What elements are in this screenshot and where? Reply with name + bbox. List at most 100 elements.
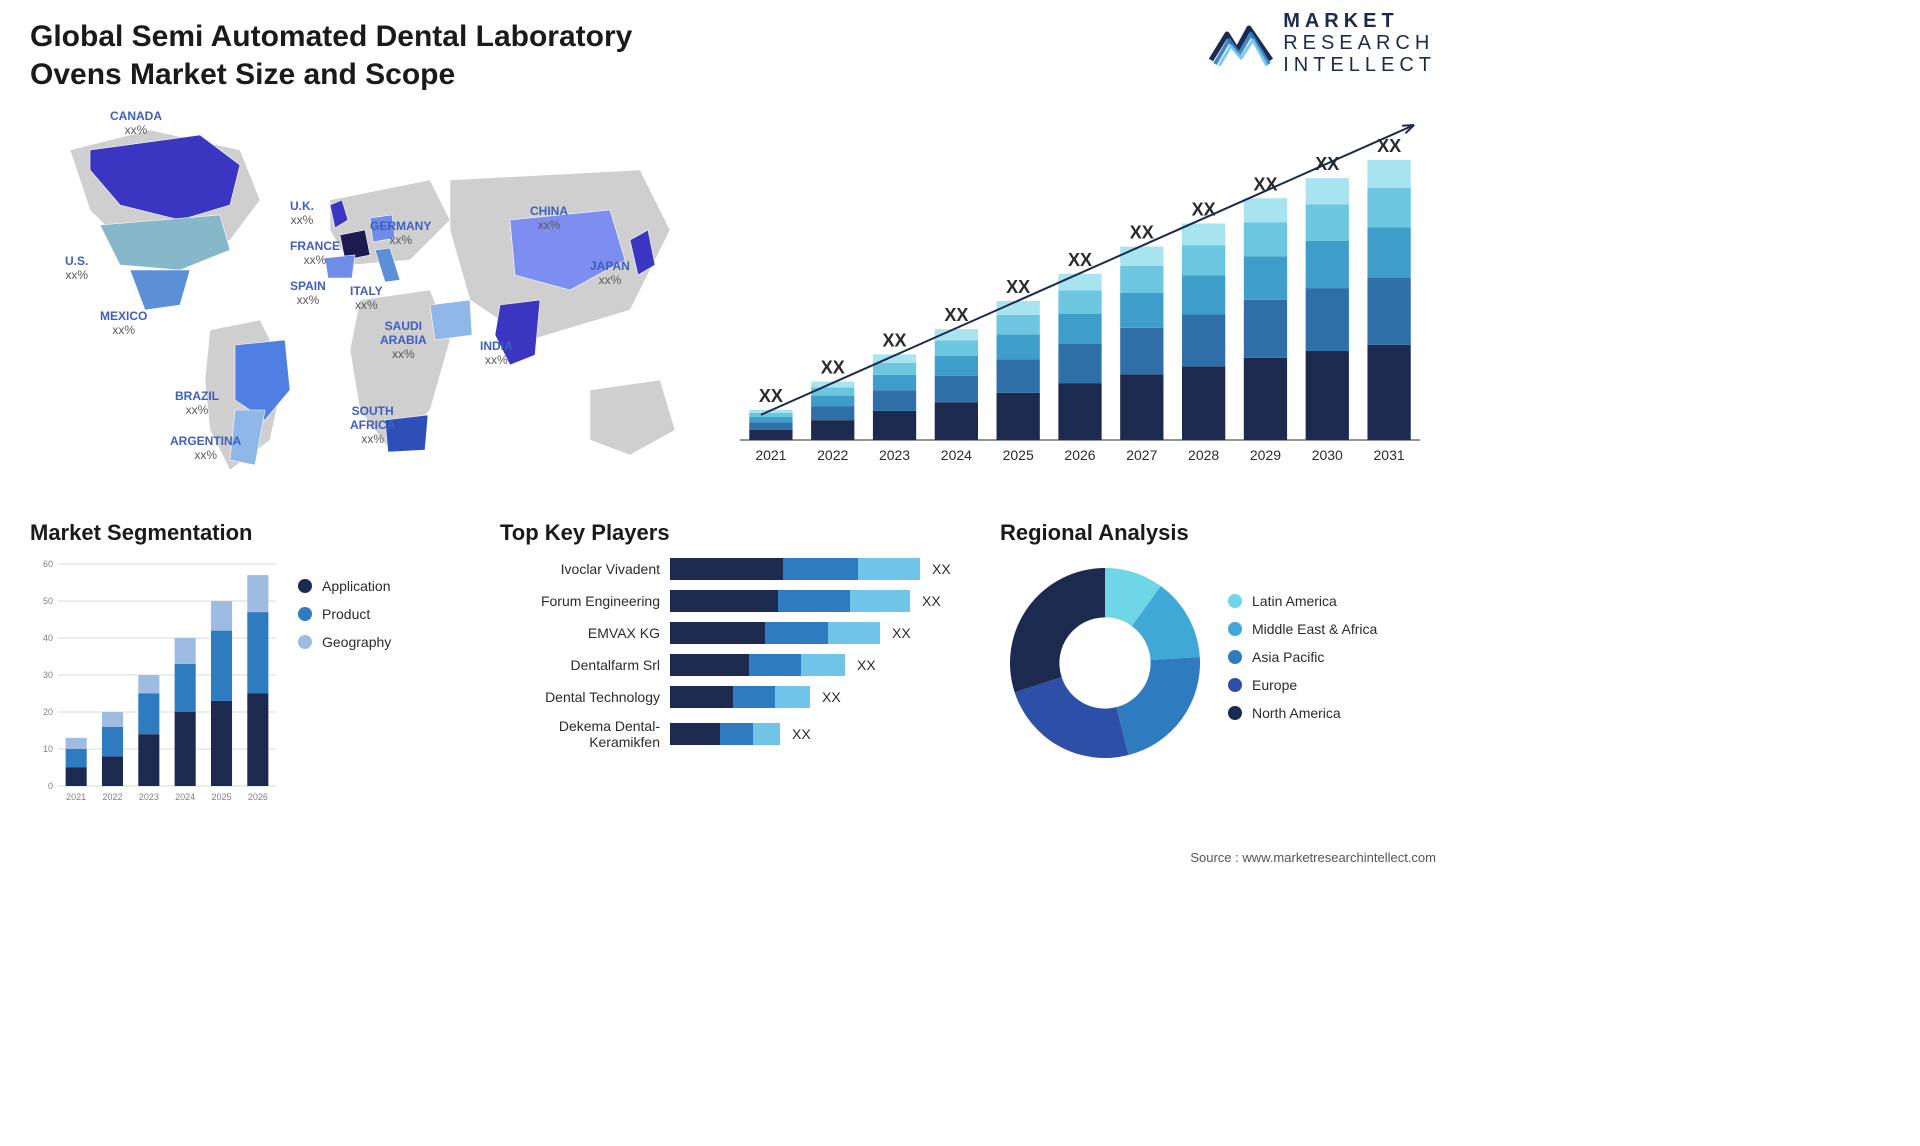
map-label-brazil: BRAZILxx%	[175, 390, 219, 418]
map-label-india: INDIAxx%	[480, 340, 513, 368]
map-label-argentina: ARGENTINAxx%	[170, 435, 241, 463]
map-label-canada: CANADAxx%	[110, 110, 162, 138]
player-value-label: XX	[892, 625, 911, 641]
legend-dot-icon	[1228, 622, 1242, 636]
svg-text:2025: 2025	[1003, 447, 1034, 463]
svg-text:2022: 2022	[817, 447, 848, 463]
player-bar-segment	[670, 558, 783, 580]
main-bar-chart: XX2021XX2022XX2023XX2024XX2025XX2026XX20…	[740, 110, 1420, 470]
map-label-name: GERMANY	[370, 219, 431, 233]
map-label-pct: xx%	[290, 254, 340, 268]
player-value-label: XX	[822, 689, 841, 705]
player-bar	[670, 558, 920, 580]
map-label-pct: xx%	[65, 269, 88, 283]
player-row: Dekema Dental-Keramikfen XX	[500, 718, 970, 750]
svg-text:30: 30	[43, 670, 53, 680]
brand-logo-line3: INTELLECT	[1283, 54, 1436, 76]
player-row: EMVAX KGXX	[500, 622, 970, 644]
map-label-name: CHINA	[530, 204, 568, 218]
legend-dot-icon	[1228, 594, 1242, 608]
page-title: Global Semi Automated Dental Laboratory …	[30, 18, 730, 93]
player-name: Dekema Dental-Keramikfen	[500, 718, 670, 750]
player-bar	[670, 590, 910, 612]
segmentation-title: Market Segmentation	[30, 520, 460, 546]
svg-text:2029: 2029	[1250, 447, 1281, 463]
map-label-name: U.K.	[290, 199, 314, 213]
key-players-list: Ivoclar VivadentXXForum EngineeringXXEMV…	[500, 558, 970, 750]
player-name: Dentalfarm Srl	[500, 657, 670, 673]
brand-logo-line1: MARKET	[1283, 10, 1436, 32]
brand-logo-text: MARKET RESEARCH INTELLECT	[1283, 10, 1436, 76]
map-label-saudi: SAUDI ARABIAxx%	[380, 320, 427, 361]
map-label-pct: xx%	[590, 274, 630, 288]
map-label-south_africa: SOUTH AFRICAxx%	[350, 405, 395, 446]
main-bar-chart-svg: XX2021XX2022XX2023XX2024XX2025XX2026XX20…	[740, 110, 1420, 470]
player-bar-segment	[670, 654, 749, 676]
legend-label: Latin America	[1252, 593, 1337, 609]
player-bar-segment	[670, 622, 765, 644]
player-bar-segment	[801, 654, 845, 676]
segmentation-legend-item: Product	[298, 606, 391, 622]
player-row: Ivoclar Vivadent XX	[500, 558, 970, 580]
legend-dot-icon	[298, 579, 312, 593]
svg-text:2025: 2025	[211, 792, 231, 802]
regional-legend: Latin AmericaMiddle East & AfricaAsia Pa…	[1228, 593, 1377, 733]
svg-text:XX: XX	[1006, 277, 1030, 297]
key-players-title: Top Key Players	[500, 520, 970, 546]
svg-text:XX: XX	[883, 330, 907, 350]
segmentation-legend: Application Product Geography	[298, 578, 391, 808]
legend-label: Product	[322, 606, 370, 622]
player-name: Ivoclar Vivadent	[500, 561, 670, 577]
player-bar-segment	[775, 686, 810, 708]
player-bar-segment	[670, 590, 778, 612]
brand-logo-mark	[1209, 20, 1273, 66]
legend-dot-icon	[298, 635, 312, 649]
svg-text:2021: 2021	[755, 447, 786, 463]
world-map: CANADAxx%U.S.xx%MEXICOxx%BRAZILxx%ARGENT…	[30, 110, 690, 490]
map-label-pct: xx%	[530, 219, 568, 233]
brand-logo: MARKET RESEARCH INTELLECT	[1209, 10, 1436, 76]
svg-text:20: 20	[43, 707, 53, 717]
source-text: Source : www.marketresearchintellect.com	[1190, 850, 1436, 865]
svg-text:XX: XX	[1068, 250, 1092, 270]
player-bar	[670, 622, 880, 644]
svg-text:2024: 2024	[941, 447, 972, 463]
player-row: Dental Technology XX	[500, 686, 970, 708]
map-label-us: U.S.xx%	[65, 255, 88, 283]
svg-text:0: 0	[48, 781, 53, 791]
player-name: Forum Engineering	[500, 593, 670, 609]
legend-dot-icon	[298, 607, 312, 621]
map-label-name: MEXICO	[100, 309, 147, 323]
map-label-name: ARGENTINA	[170, 434, 241, 448]
map-label-pct: xx%	[350, 299, 383, 313]
svg-text:XX: XX	[759, 386, 783, 406]
map-label-pct: xx%	[170, 449, 241, 463]
map-label-uk: U.K.xx%	[290, 200, 314, 228]
svg-text:2022: 2022	[102, 792, 122, 802]
map-label-france: FRANCExx%	[290, 240, 340, 268]
regional-legend-item: Middle East & Africa	[1228, 621, 1377, 637]
player-bar-segment	[828, 622, 881, 644]
map-label-pct: xx%	[350, 433, 395, 447]
svg-text:2028: 2028	[1188, 447, 1219, 463]
map-label-germany: GERMANYxx%	[370, 220, 431, 248]
player-bar-segment	[858, 558, 921, 580]
segmentation-panel: Market Segmentation 01020304050602021202…	[30, 520, 460, 808]
svg-text:40: 40	[43, 633, 53, 643]
segmentation-legend-item: Geography	[298, 634, 391, 650]
map-label-spain: SPAINxx%	[290, 280, 326, 308]
map-label-name: ITALY	[350, 284, 383, 298]
regional-donut	[1000, 558, 1210, 768]
player-value-label: XX	[922, 593, 941, 609]
legend-label: Application	[322, 578, 391, 594]
player-name: Dental Technology	[500, 689, 670, 705]
map-label-name: CANADA	[110, 109, 162, 123]
player-value-label: XX	[792, 726, 811, 742]
player-value-label: XX	[932, 561, 951, 577]
segmentation-legend-item: Application	[298, 578, 391, 594]
regional-legend-item: Europe	[1228, 677, 1377, 693]
legend-label: Middle East & Africa	[1252, 621, 1377, 637]
map-label-name: SAUDI ARABIA	[380, 319, 427, 347]
player-bar-segment	[850, 590, 910, 612]
map-label-name: FRANCE	[290, 239, 340, 253]
